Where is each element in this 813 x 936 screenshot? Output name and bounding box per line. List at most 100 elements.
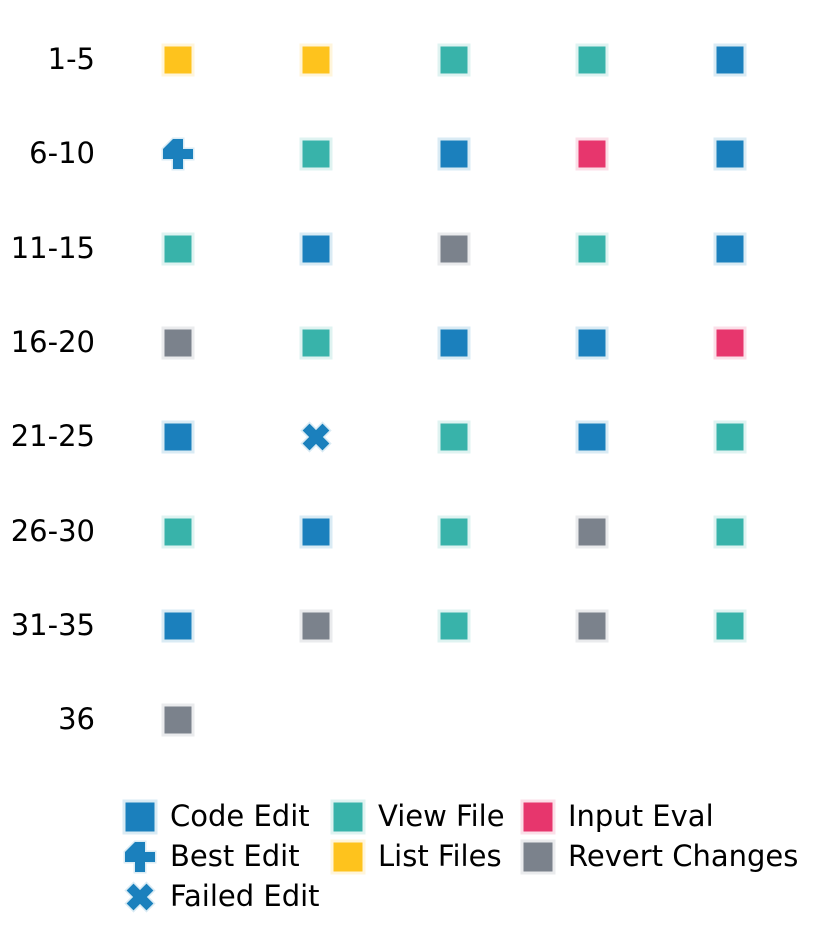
marker-code-edit-icon	[440, 329, 468, 360]
cell-31-35-2	[302, 612, 330, 640]
marker-list-files-icon	[164, 46, 192, 78]
cell-21-25-1	[164, 423, 192, 451]
cell-31-35-4	[578, 612, 606, 640]
cell-1-5-2	[302, 46, 330, 74]
legend-swatch-input-eval	[523, 802, 553, 832]
cell-11-15-4	[578, 235, 606, 263]
row-label-1-5: 1-5	[47, 41, 95, 76]
legend-label-revert-changes: Revert Changes	[568, 838, 799, 873]
legend-label-list-files: List Files	[378, 838, 502, 873]
marker-view-file-icon	[164, 518, 192, 549]
marker-failed-edit-icon	[122, 881, 158, 919]
cell-31-35-3	[440, 612, 468, 640]
cell-26-30-4	[578, 518, 606, 545]
marker-view-file-icon	[302, 329, 330, 360]
cell-36-1	[164, 706, 192, 734]
marker-view-file-icon	[440, 423, 468, 455]
marker-code-edit-icon	[125, 802, 155, 836]
marker-view-file-icon	[716, 612, 744, 643]
cell-26-30-5	[716, 518, 744, 545]
cell-16-20-1	[164, 329, 192, 357]
marker-code-edit-icon	[578, 329, 606, 360]
cell-6-10-2	[302, 140, 330, 168]
legend-label-view-file: View File	[378, 798, 505, 833]
marker-list-files-icon	[333, 842, 363, 876]
row-label-36: 36	[58, 702, 95, 737]
cell-6-10-3	[440, 140, 468, 168]
marker-view-file-icon	[578, 46, 606, 78]
marker-code-edit-icon	[302, 518, 330, 549]
marker-code-edit-icon	[164, 423, 192, 455]
cell-16-20-4	[578, 329, 606, 357]
cell-6-10-5	[716, 140, 744, 168]
cell-11-15-5	[716, 235, 744, 263]
cell-1-5-4	[578, 46, 606, 74]
cell-1-5-5	[716, 46, 744, 74]
marker-view-file-icon	[164, 235, 192, 266]
legend-label-failed-edit: Failed Edit	[170, 878, 320, 913]
row-label-16-20: 16-20	[10, 324, 95, 359]
marker-code-edit-icon	[302, 235, 330, 266]
marker-revert-changes-icon	[440, 235, 468, 266]
marker-revert-changes-icon	[578, 612, 606, 643]
cell-1-5-3	[440, 46, 468, 74]
marker-view-file-icon	[302, 140, 330, 172]
marker-view-file-icon	[578, 235, 606, 266]
legend-swatch-list-files	[333, 842, 363, 872]
cell-26-30-1	[164, 518, 192, 545]
cell-26-30-3	[440, 518, 468, 545]
cell-11-15-1	[164, 235, 192, 263]
marker-code-edit-icon	[578, 423, 606, 455]
legend-swatch-best-edit	[122, 839, 158, 875]
marker-failed-edit-icon	[298, 421, 334, 459]
marker-view-file-icon	[440, 46, 468, 78]
row-label-6-10: 6-10	[29, 136, 95, 171]
marker-revert-changes-icon	[302, 612, 330, 643]
marker-code-edit-icon	[716, 140, 744, 172]
legend-swatch-code-edit	[125, 802, 155, 832]
cell-11-15-3	[440, 235, 468, 263]
cell-11-15-2	[302, 235, 330, 263]
marker-revert-changes-icon	[164, 329, 192, 360]
marker-view-file-icon	[333, 802, 363, 836]
legend-label-input-eval: Input Eval	[568, 798, 714, 833]
marker-view-file-icon	[440, 518, 468, 549]
marker-revert-changes-icon	[164, 706, 192, 738]
cell-16-20-2	[302, 329, 330, 357]
marker-code-edit-icon	[440, 140, 468, 172]
marker-view-file-icon	[716, 423, 744, 455]
row-label-21-25: 21-25	[10, 419, 95, 454]
cell-21-25-3	[440, 423, 468, 451]
marker-code-edit-icon	[164, 612, 192, 643]
marker-input-eval-icon	[578, 140, 606, 172]
cell-21-25-4	[578, 423, 606, 451]
marker-best-edit-icon	[122, 840, 158, 879]
row-label-26-30: 26-30	[10, 513, 95, 548]
cell-21-25-5	[716, 423, 744, 451]
cell-16-20-3	[440, 329, 468, 357]
row-label-11-15: 11-15	[10, 230, 95, 265]
marker-code-edit-icon	[716, 235, 744, 266]
legend-label-best-edit: Best Edit	[170, 838, 300, 873]
cell-21-25-2	[298, 419, 334, 455]
legend-swatch-view-file	[333, 802, 363, 832]
cell-31-35-1	[164, 612, 192, 640]
marker-revert-changes-icon	[523, 842, 553, 876]
cell-16-20-5	[716, 329, 744, 357]
marker-view-file-icon	[716, 518, 744, 549]
cell-31-35-5	[716, 612, 744, 640]
marker-input-eval-icon	[523, 802, 553, 836]
marker-revert-changes-icon	[578, 518, 606, 549]
marker-list-files-icon	[302, 46, 330, 78]
legend-swatch-revert-changes	[523, 842, 553, 872]
legend-label-code-edit: Code Edit	[170, 798, 310, 833]
marker-code-edit-icon	[716, 46, 744, 78]
marker-view-file-icon	[440, 612, 468, 643]
cell-6-10-1	[160, 136, 196, 172]
marker-input-eval-icon	[716, 329, 744, 360]
cell-6-10-4	[578, 140, 606, 168]
cell-1-5-1	[164, 46, 192, 74]
marker-best-edit-icon	[160, 137, 196, 176]
cell-26-30-2	[302, 518, 330, 545]
